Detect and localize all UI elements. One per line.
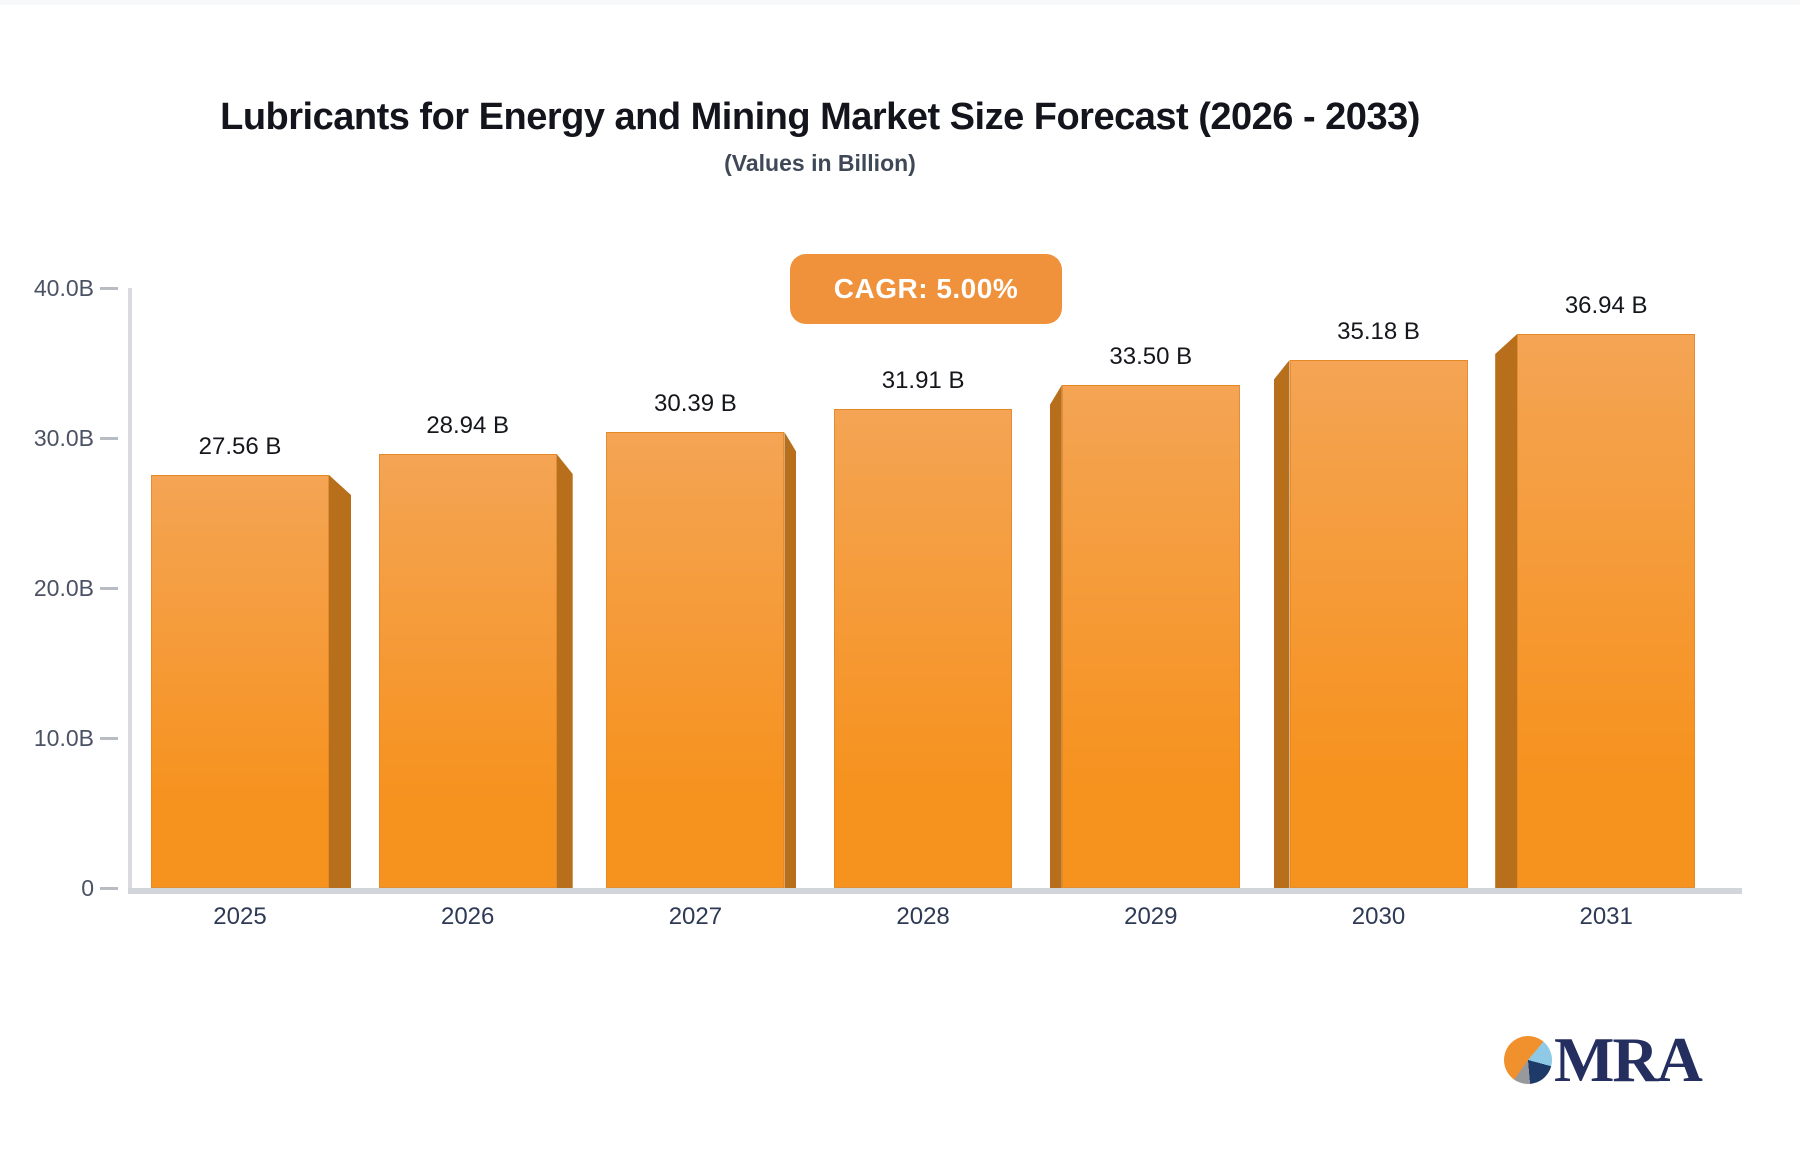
- y-tick: [100, 287, 118, 290]
- bar-value-label: 31.91 B: [881, 367, 965, 394]
- bar-side-2029: [1049, 385, 1062, 888]
- x-tick-label: 2026: [440, 903, 495, 930]
- y-tick-label: 10.0B: [33, 725, 94, 751]
- bar-2027: [606, 432, 785, 888]
- bar-2029: [1061, 385, 1240, 888]
- page-top-strip: [0, 0, 1800, 5]
- y-tick: [100, 437, 118, 440]
- x-tick-label: 2028: [896, 903, 950, 930]
- bar-2028: [834, 409, 1013, 888]
- bar-value-label: 36.94 B: [1564, 292, 1648, 319]
- x-axis-line: [128, 888, 1742, 894]
- bar-2030: [1289, 360, 1468, 888]
- bar-value-label: 27.56 B: [198, 433, 282, 460]
- mra-logo-pie-icon: [1504, 1036, 1552, 1084]
- x-tick-label: 2030: [1351, 903, 1406, 930]
- cagr-badge: CAGR: 5.00%: [790, 254, 1062, 324]
- chart-subtitle: (Values in Billion): [724, 150, 916, 176]
- y-axis-line: [128, 288, 132, 893]
- chart-title: Lubricants for Energy and Mining Market …: [220, 96, 1420, 138]
- x-tick-label: 2027: [668, 903, 723, 930]
- bar-side-2025: [329, 475, 351, 888]
- bar-value-label: 30.39 B: [654, 390, 737, 417]
- bar-value-label: 28.94 B: [426, 412, 510, 439]
- x-tick-label: 2031: [1579, 903, 1633, 930]
- bar-side-2031: [1495, 334, 1518, 888]
- y-tick-label: 30.0B: [33, 425, 94, 451]
- bar-side-2026: [556, 454, 573, 888]
- y-tick: [100, 737, 118, 740]
- y-tick-label: 40.0B: [33, 275, 94, 301]
- bar-2031: [1517, 334, 1696, 888]
- bar-side-2030: [1273, 360, 1290, 888]
- x-tick-label: 2025: [213, 903, 267, 930]
- cagr-badge-label: CAGR: 5.00%: [833, 273, 1019, 304]
- mra-logo-text: MRA: [1554, 1024, 1703, 1095]
- bar-value-label: 35.18 B: [1337, 318, 1420, 345]
- bar-2025: [151, 475, 329, 888]
- bar-value-label: 33.50 B: [1109, 343, 1193, 370]
- y-tick-label: 20.0B: [33, 575, 94, 601]
- y-tick-label: 0: [81, 875, 94, 901]
- y-tick: [100, 587, 118, 590]
- x-tick-label: 2029: [1124, 903, 1178, 930]
- mra-logo: MRA: [1504, 1024, 1703, 1095]
- y-tick: [100, 887, 118, 890]
- bar-2026: [378, 454, 557, 888]
- bar-side-2027: [784, 432, 797, 888]
